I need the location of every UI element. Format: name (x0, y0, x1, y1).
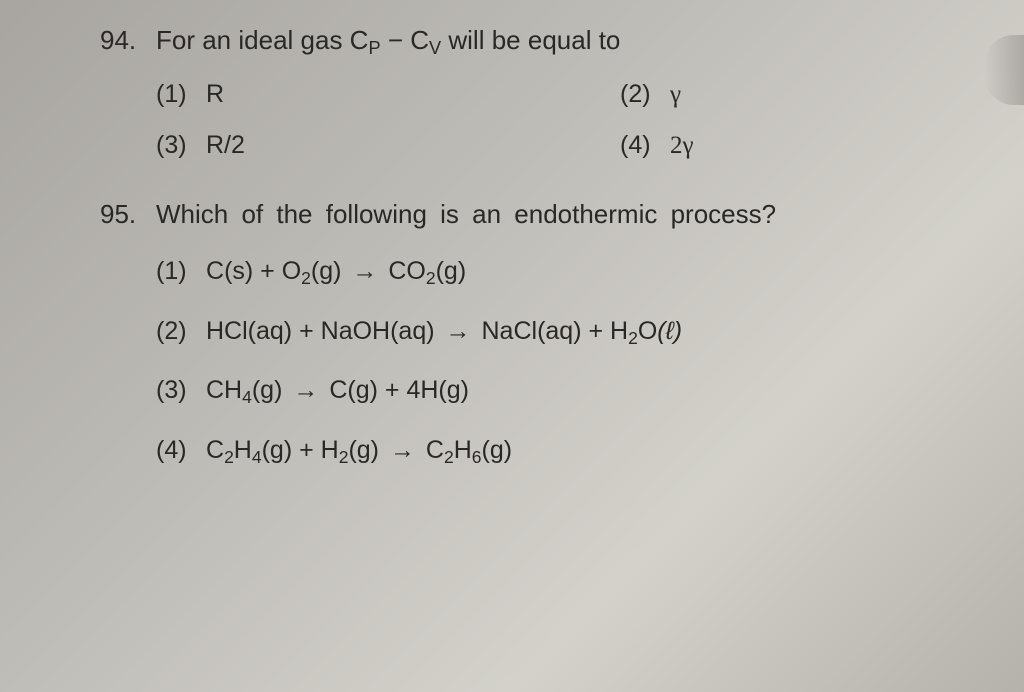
chem: O (282, 257, 301, 285)
subscript: V (429, 38, 441, 58)
chem: (g) (262, 436, 293, 464)
option-number: (2) (620, 80, 670, 109)
question-94-text: 94. For an ideal gas CP − CV will be equ… (100, 20, 964, 62)
option-number: (4) (156, 432, 206, 470)
option-94-2: (2) γ (620, 80, 964, 109)
chem: (aq) (537, 317, 581, 345)
text-part: will be equal to (441, 25, 620, 55)
option-body: γ (670, 81, 964, 109)
arrow-icon: → (390, 432, 415, 470)
option-body: R (206, 80, 500, 109)
subscript: 2 (224, 447, 234, 467)
chem: (g) (438, 376, 469, 404)
subscript: P (368, 38, 380, 58)
option-body: HCl(aq) + NaOH(aq) → NaCl(aq) + H2O(ℓ) (206, 313, 964, 351)
question-body: For an ideal gas CP − CV will be equal t… (156, 20, 964, 62)
option-95-2: (2) HCl(aq) + NaOH(aq) → NaCl(aq) + H2O(… (156, 313, 964, 351)
option-number: (3) (156, 372, 206, 410)
option-95-1: (1) C(s) + O2(g) → CO2(g) (156, 253, 964, 291)
chem: + (378, 376, 407, 404)
chem: (ℓ) (657, 317, 682, 345)
option-number: (4) (620, 131, 670, 160)
chem: C (426, 436, 444, 464)
chem: (aq) (248, 317, 292, 345)
chem: + (253, 257, 282, 285)
chem: HCl (206, 317, 248, 345)
question-number: 95. (100, 194, 156, 236)
question-body: Which of the following is an endothermic… (156, 194, 964, 236)
chem: C (206, 257, 224, 285)
options-list-95: (1) C(s) + O2(g) → CO2(g) (2) HCl(aq) + … (100, 253, 964, 469)
option-body: 2γ (670, 132, 964, 160)
option-95-4: (4) C2H4(g) + H2(g) → C2H6(g) (156, 432, 964, 470)
options-grid-94: (1) R (2) γ (3) R/2 (4) 2γ (100, 80, 964, 160)
option-body: R/2 (206, 131, 500, 160)
option-body: CH4(g) → C(g) + 4H(g) (206, 372, 964, 410)
question-95: 95. Which of the following is an endothe… (100, 194, 964, 470)
chem: (g) (436, 257, 467, 285)
text-part: − C (381, 25, 429, 55)
chem: (g) (482, 436, 513, 464)
chem: H (234, 436, 252, 464)
arrow-icon: → (352, 253, 377, 291)
chem: NaCl (481, 317, 537, 345)
question-94: 94. For an ideal gas CP − CV will be equ… (100, 20, 964, 160)
option-number: (1) (156, 80, 206, 109)
option-body: C(s) + O2(g) → CO2(g) (206, 253, 964, 291)
arrow-icon: → (446, 313, 471, 351)
chem: H (610, 317, 628, 345)
option-94-3: (3) R/2 (156, 131, 500, 160)
chem: O (638, 317, 657, 345)
chem: H (321, 436, 339, 464)
option-body: C2H4(g) + H2(g) → C2H6(g) (206, 432, 964, 470)
subscript: 2 (301, 268, 311, 288)
option-number: (2) (156, 313, 206, 351)
chem: (g) (252, 376, 283, 404)
subscript: 2 (628, 328, 638, 348)
option-95-3: (3) CH4(g) → C(g) + 4H(g) (156, 372, 964, 410)
subscript: 2 (339, 447, 349, 467)
subscript: 4 (252, 447, 262, 467)
option-number: (3) (156, 131, 206, 160)
arrow-icon: → (293, 372, 318, 410)
chem: (g) (348, 436, 379, 464)
chem: + (582, 317, 611, 345)
chem: (g) (347, 376, 378, 404)
chem: + (292, 317, 321, 345)
chem: H (454, 436, 472, 464)
page-edge (984, 35, 1024, 105)
chem: (s) (224, 257, 253, 285)
text-part: For an ideal gas C (156, 25, 368, 55)
chem: (g) (311, 257, 342, 285)
option-number: (1) (156, 253, 206, 291)
option-94-1: (1) R (156, 80, 500, 109)
chem: NaOH (321, 317, 390, 345)
question-95-text: 95. Which of the following is an endothe… (100, 194, 964, 236)
chem: CH (206, 376, 242, 404)
chem: C (206, 436, 224, 464)
subscript: 4 (242, 387, 252, 407)
subscript: 2 (426, 268, 436, 288)
chem: + (292, 436, 321, 464)
option-94-4: (4) 2γ (620, 131, 964, 160)
chem: 4H (406, 376, 438, 404)
question-number: 94. (100, 20, 156, 62)
chem: CO (388, 257, 426, 285)
subscript: 6 (472, 447, 482, 467)
chem: C (329, 376, 347, 404)
subscript: 2 (444, 447, 454, 467)
chem: (aq) (390, 317, 434, 345)
